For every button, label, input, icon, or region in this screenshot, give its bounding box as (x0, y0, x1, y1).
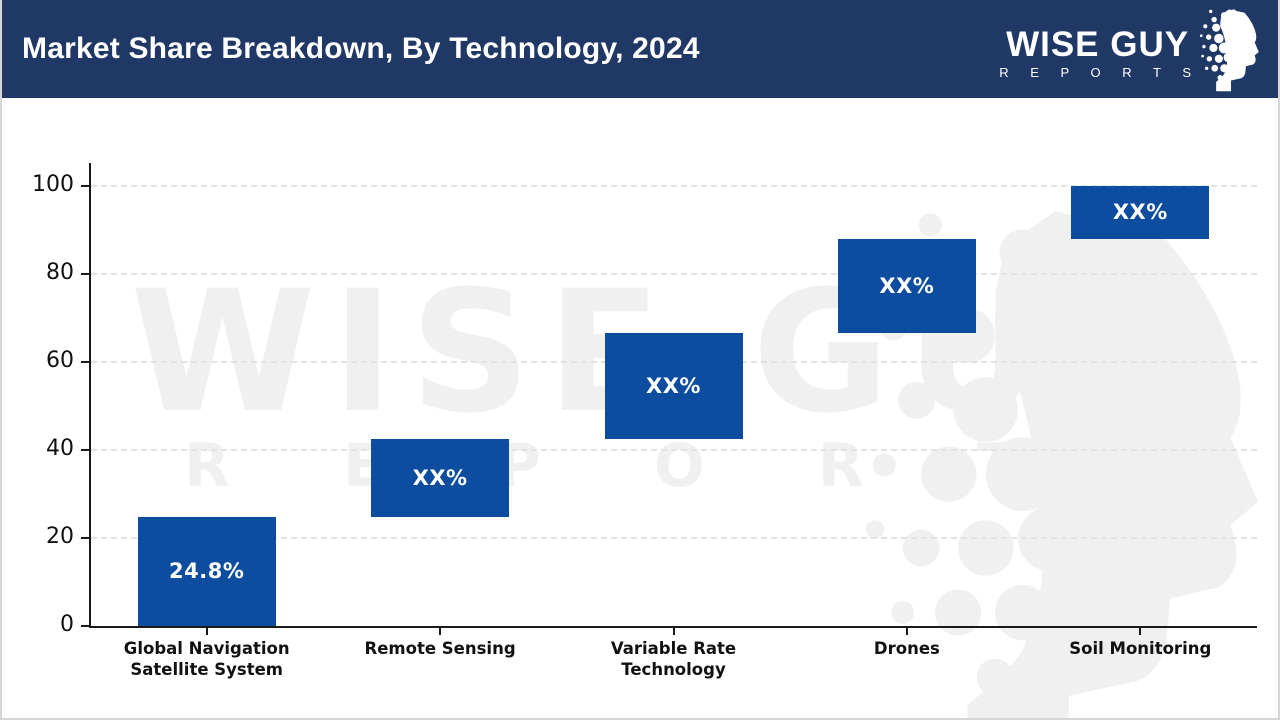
x-tick-mark-1 (205, 628, 208, 635)
bar-value-label: 24.8% (169, 559, 245, 584)
bar-value-label: XX% (412, 465, 468, 490)
y-tick-label-0: 0 (60, 612, 74, 637)
bar-segment-5: XX% (1071, 186, 1210, 239)
y-tick-label-40: 40 (46, 436, 74, 461)
gridline-y-20 (91, 537, 1257, 539)
category-label: Global Navigation Satellite System (123, 639, 290, 680)
y-tick-label-80: 80 (46, 260, 74, 285)
wise-guy-logo: WISE GUY R E P O R T S (995, 4, 1268, 96)
logo-text-line2: R E P O R T S (999, 64, 1200, 80)
category-label: Remote Sensing (364, 639, 516, 658)
waterfall-chart: 0 20 40 60 80 100 24.8% XX% XX% XX% XX% Global Na… (2, 98, 1278, 718)
y-tick-mark-20 (81, 537, 89, 539)
bar-segment-2: XX% (371, 439, 510, 517)
y-tick-label-100: 100 (32, 172, 74, 197)
x-tick-mark-2 (439, 628, 442, 635)
x-tick-mark-3 (672, 628, 675, 635)
y-tick-mark-40 (81, 449, 89, 451)
y-tick-mark-80 (81, 273, 89, 275)
header-bar: Market Share Breakdown, By Technology, 2… (2, 0, 1278, 98)
gridline-y-100 (91, 185, 1257, 187)
y-tick-label-20: 20 (46, 524, 74, 549)
gridline-y-40 (91, 449, 1257, 451)
bar-value-label: XX% (879, 274, 935, 299)
x-tick-mark-5 (1139, 628, 1142, 635)
bar-segment-4: XX% (837, 238, 976, 334)
page-title: Market Share Breakdown, By Technology, 2… (22, 32, 700, 65)
bar-segment-3: XX% (604, 333, 743, 439)
x-tick-mark-4 (905, 628, 908, 635)
bar-segment-1: 24.8% (137, 516, 276, 626)
category-label: Drones (873, 639, 940, 658)
x-axis-line (89, 626, 1257, 628)
y-axis-line (89, 163, 91, 628)
bar-value-label: XX% (1112, 200, 1168, 225)
y-tick-mark-100 (81, 185, 89, 187)
y-tick-label-60: 60 (46, 348, 74, 373)
category-label: Soil Monitoring (1069, 639, 1212, 658)
y-tick-mark-0 (81, 625, 89, 627)
category-label: Variable Rate Technology (610, 639, 737, 680)
y-tick-mark-60 (81, 361, 89, 363)
gridline-y-80 (91, 273, 1257, 275)
logo-text-line1: WISE GUY (1006, 24, 1190, 64)
bar-value-label: XX% (646, 374, 701, 399)
wiseguy-head-icon (1199, 9, 1259, 92)
